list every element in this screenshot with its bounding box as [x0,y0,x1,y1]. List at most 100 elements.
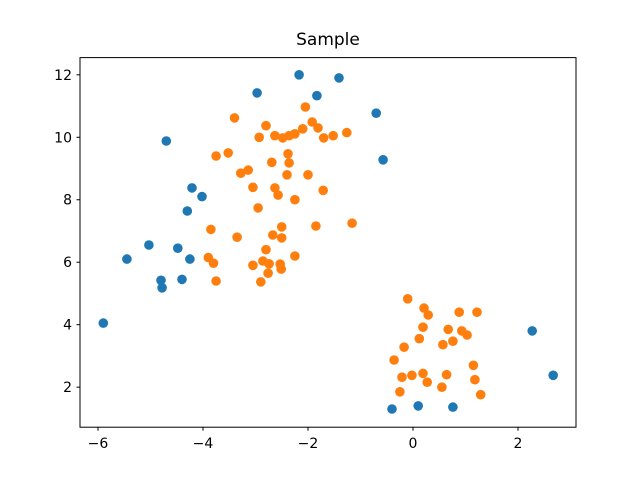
data-point-class-1-orange [229,113,240,123]
data-point-class-1-orange [236,168,246,178]
data-point-class-1-orange [395,387,405,397]
data-point-class-1-orange [419,303,429,313]
x-tick-label: 2 [514,436,523,452]
data-point-class-0-blue [185,254,195,264]
data-point-class-1-orange [311,221,321,231]
data-point-class-1-orange [273,190,283,200]
data-point-class-1-orange [448,336,458,347]
axes-frame [79,57,577,428]
data-point-class-0-blue [182,206,193,216]
data-point-class-0-blue [448,402,458,412]
data-point-class-1-orange [475,389,486,400]
x-tick-label: −4 [193,436,214,452]
data-point-class-1-orange [342,127,352,138]
x-tick-label: −2 [298,436,319,452]
data-point-class-0-blue [173,243,183,253]
data-point-class-0-blue [157,283,167,293]
data-point-class-0-blue [187,183,197,193]
data-point-class-1-orange [253,203,263,213]
data-point-class-1-orange [303,170,313,180]
data-point-class-1-orange [276,222,287,232]
data-point-class-1-orange [282,170,292,180]
data-point-class-0-blue [197,191,207,202]
data-point-class-0-blue [252,88,262,98]
data-point-class-1-orange [441,369,452,380]
data-point-class-0-blue [334,73,344,83]
data-point-class-1-orange [418,322,428,333]
data-point-class-1-orange [318,133,329,143]
data-point-class-1-orange [243,165,253,175]
y-tick-label: 6 [63,255,72,271]
data-point-class-1-orange [437,382,447,393]
data-point-class-1-orange [438,339,448,350]
data-point-class-1-orange [278,133,288,143]
data-point-class-1-orange [313,123,323,133]
data-point-class-1-orange [261,120,271,131]
data-point-class-1-orange [422,377,433,388]
data-point-class-1-orange [248,182,258,193]
data-point-class-1-orange [407,370,417,381]
data-point-class-0-blue [294,70,304,80]
data-point-class-0-blue [387,404,397,414]
data-point-class-1-orange [318,185,329,196]
data-point-class-1-orange [268,230,278,240]
y-tick-label: 4 [63,318,72,334]
data-point-class-1-orange [232,232,242,242]
data-point-class-1-orange [307,117,318,127]
data-point-class-1-orange [300,102,311,112]
data-point-class-0-blue [144,240,154,250]
data-point-class-1-orange [397,372,407,383]
data-point-class-1-orange [414,333,425,344]
data-point-class-1-orange [276,264,287,274]
data-point-class-1-orange [284,158,294,168]
data-point-class-1-orange [211,151,221,161]
data-point-class-0-blue [177,274,187,285]
data-point-class-1-orange [418,368,428,379]
x-tick-label: 0 [409,436,418,452]
data-point-class-1-orange [255,277,266,287]
data-point-class-1-orange [261,244,271,255]
data-point-class-0-blue [548,370,558,381]
data-point-class-1-orange [389,355,399,365]
x-tick-label: −6 [88,436,109,452]
data-point-class-1-orange [462,330,472,340]
data-point-class-0-blue [413,401,424,411]
data-point-class-1-orange [267,157,277,168]
data-point-class-1-orange [264,259,274,269]
data-point-class-1-orange [283,149,293,159]
data-point-class-1-orange [290,251,300,261]
data-point-class-1-orange [472,307,482,318]
data-point-class-1-orange [290,194,300,205]
data-point-class-1-orange [270,130,280,141]
y-tick-label: 10 [54,130,72,146]
data-point-class-0-blue [98,318,109,328]
data-point-class-1-orange [248,260,258,271]
data-point-class-1-orange [297,124,308,134]
data-point-class-1-orange [454,307,465,318]
y-tick-label: 8 [63,193,72,209]
y-tick-label: 12 [54,68,72,84]
data-point-class-1-orange [399,342,409,353]
data-point-class-1-orange [254,132,264,143]
data-point-class-1-orange [211,276,221,286]
data-point-class-1-orange [443,324,454,335]
data-point-class-0-blue [122,254,132,264]
data-point-class-1-orange [328,130,339,141]
data-point-class-1-orange [263,268,273,279]
data-point-class-1-orange [208,258,219,269]
data-point-class-1-orange [276,233,287,243]
data-point-class-0-blue [527,326,537,336]
data-point-class-1-orange [470,374,480,385]
data-point-class-0-blue [312,90,322,101]
data-point-class-0-blue [371,108,382,118]
chart-title: Sample [296,30,360,50]
data-point-class-1-orange [270,183,280,193]
data-point-class-0-blue [156,275,166,286]
data-point-class-1-orange [423,310,434,320]
data-point-class-0-blue [378,155,388,165]
data-point-class-1-orange [468,360,479,371]
data-point-class-1-orange [206,224,216,235]
y-tick-label: 2 [63,380,72,396]
